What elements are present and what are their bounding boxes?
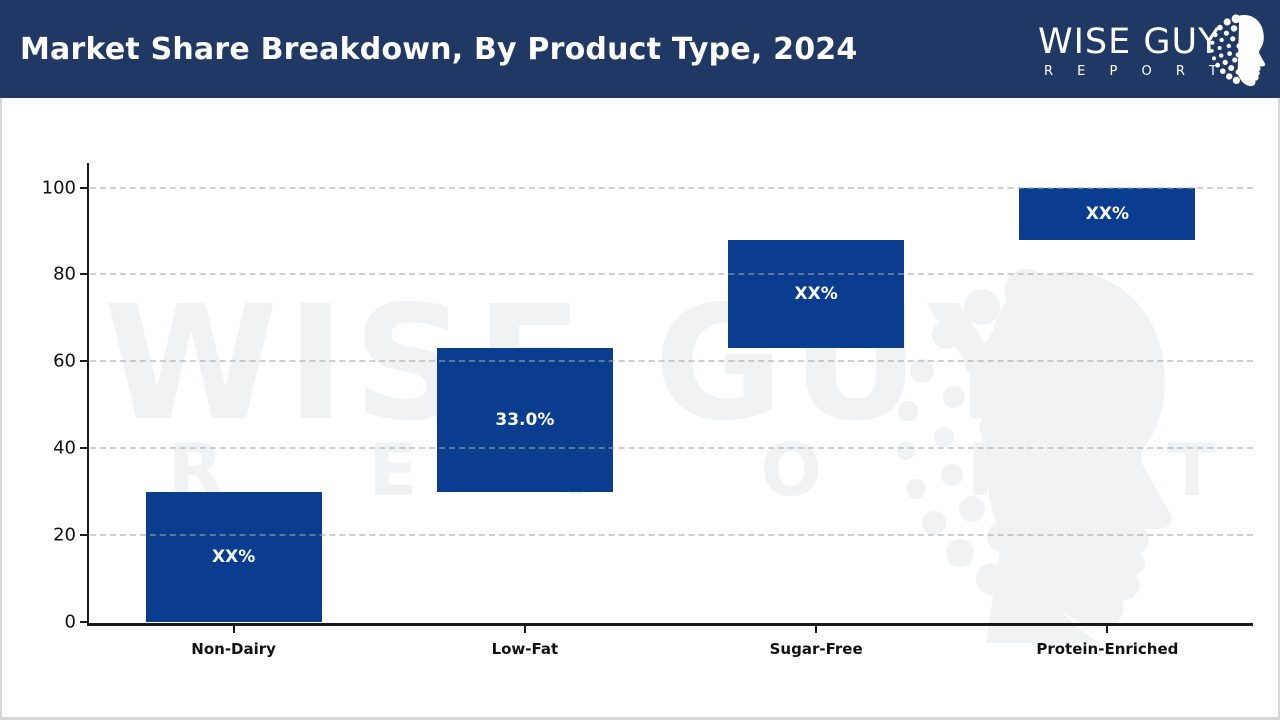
x-category-label: Sugar-Free — [769, 640, 863, 658]
y-tick-label: 40 — [53, 437, 76, 459]
y-tick-label: 60 — [53, 350, 76, 372]
x-category-label: Protein-Enriched — [1036, 640, 1179, 658]
gridline — [90, 273, 1253, 276]
y-tick-mark — [80, 186, 88, 189]
y-tick-label: 20 — [53, 524, 76, 546]
x-axis — [87, 623, 1253, 626]
y-tick-mark — [80, 447, 88, 450]
x-tick-mark — [1106, 625, 1109, 633]
x-tick-mark — [523, 625, 526, 633]
y-tick-mark — [80, 534, 88, 537]
y-tick-label: 80 — [53, 263, 76, 285]
x-tick-mark — [232, 625, 235, 633]
header-bar: Market Share Breakdown, By Product Type,… — [0, 0, 1280, 98]
bar-protein-enriched: XX% — [1019, 187, 1196, 240]
y-tick-label: 100 — [41, 177, 76, 198]
x-category-label: Non-Dairy — [191, 640, 276, 658]
x-tick-mark — [815, 625, 818, 633]
bar-low-fat: 33.0% — [436, 348, 613, 492]
bar-value-label: XX% — [794, 283, 838, 304]
gridline — [90, 447, 1253, 450]
bar-value-label: 33.0% — [495, 409, 555, 430]
y-tick-mark — [80, 360, 88, 363]
y-tick-mark — [80, 621, 88, 623]
bar-non-dairy: XX% — [145, 491, 322, 622]
bar-value-label: XX% — [1085, 203, 1129, 224]
bar-sugar-free: XX% — [728, 239, 905, 349]
logo-wordmark: WISE GUY — [1038, 22, 1221, 62]
y-tick-mark — [80, 273, 88, 276]
logo-subtitle: R E P O R T S — [1044, 64, 1260, 79]
gridline — [90, 186, 1253, 189]
wiseguy-head-icon — [1210, 14, 1266, 87]
x-category-label: Low-Fat — [491, 640, 559, 658]
bar-value-label: XX% — [212, 546, 256, 567]
y-tick-label: 0 — [64, 611, 76, 633]
chart-title: Market Share Breakdown, By Product Type,… — [20, 31, 858, 67]
gridline — [90, 360, 1253, 363]
y-axis — [87, 163, 89, 625]
watermark-head-icon — [897, 269, 1172, 643]
wiseguy-logo: WISE GUY R E P O R T S — [1008, 8, 1266, 92]
gridline — [90, 534, 1253, 537]
